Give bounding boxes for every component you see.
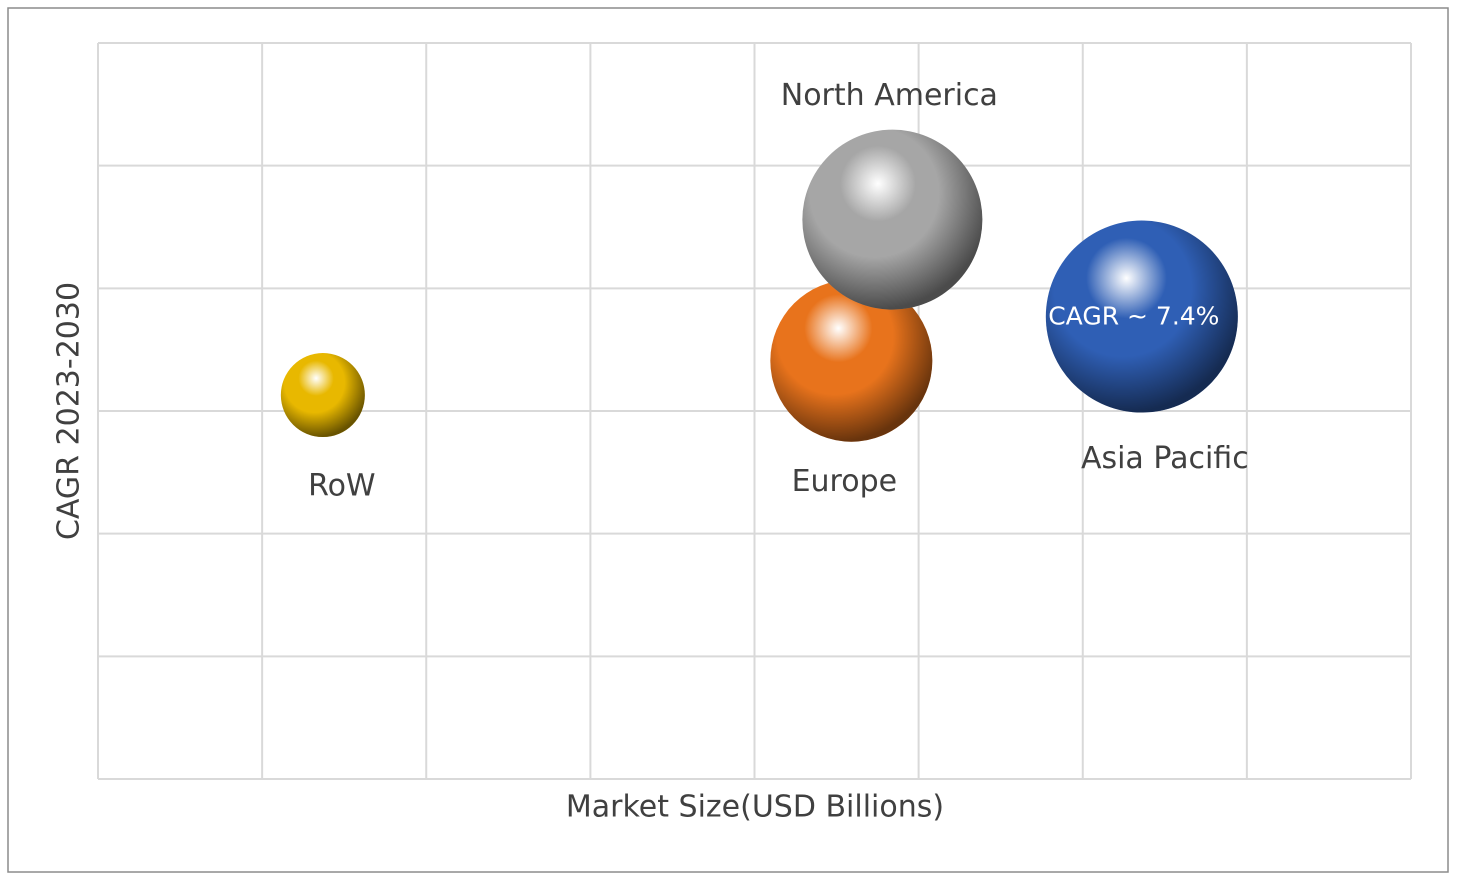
bubble-shade — [770, 279, 933, 442]
plot: RoW Europe North America Asia Pacific CAGR ~… — [280, 78, 1249, 504]
annotation: CAGR ~ 7.4% — [1048, 302, 1219, 331]
bubble-shade — [280, 353, 365, 438]
bubble-shade — [1045, 220, 1238, 413]
chart-frame — [7, 7, 1449, 873]
bubble-shade — [802, 129, 983, 310]
bubble-label: North America — [781, 78, 998, 113]
bubble-label: RoW — [308, 469, 376, 504]
bubble-label: Europe — [792, 464, 898, 499]
y-axis-title: CAGR 2023-2030 — [52, 282, 87, 540]
x-axis-title: Market Size(USD Billions) — [566, 790, 944, 825]
bubble-label: Asia Pacific — [1081, 441, 1249, 476]
